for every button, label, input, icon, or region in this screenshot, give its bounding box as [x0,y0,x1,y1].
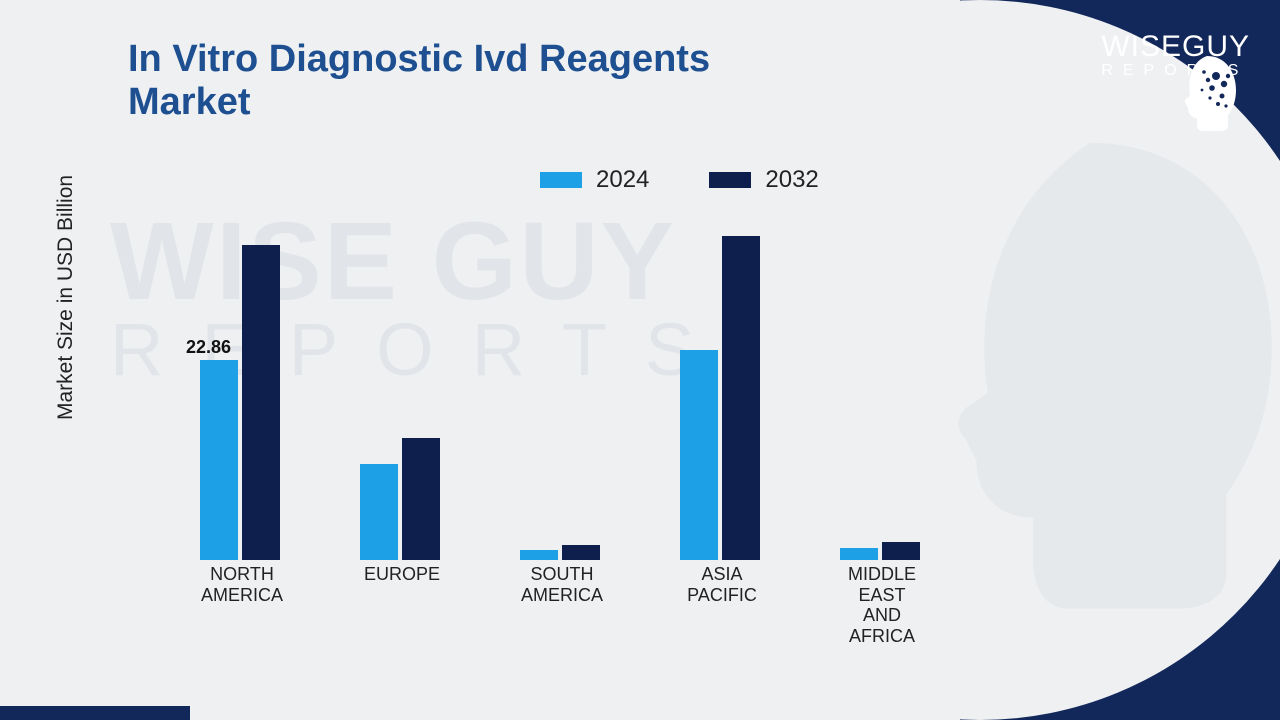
legend: 2024 2032 [540,166,819,194]
bar-2032 [562,545,600,560]
x-axis-label: NORTHAMERICA [182,564,302,605]
x-axis-label: ASIAPACIFIC [662,564,782,605]
bottom-accent-bar [0,706,190,720]
bar-2032 [722,236,760,560]
chart-area: Market Size in USD Billion 2024 2032 22.… [60,160,940,680]
bar-2032 [402,438,440,561]
bar-2024 [840,548,878,560]
plot-region: 22.86 [140,210,930,560]
chart-canvas: WISE GUY REPORTS WISEGUY REPORTS In Vitr… [0,0,1280,720]
x-axis-label: SOUTHAMERICA [502,564,622,605]
legend-item-2024: 2024 [540,166,649,194]
legend-label-2032: 2032 [765,166,818,194]
bar-2032 [882,542,920,560]
x-axis-label: MIDDLEEASTANDAFRICA [822,564,942,647]
legend-swatch-2024 [540,172,582,188]
chart-title: In Vitro Diagnostic Ivd Reagents Market [128,38,828,123]
bar-2024 [360,464,398,560]
bar-2024 [680,350,718,560]
legend-label-2024: 2024 [596,166,649,194]
legend-swatch-2032 [709,172,751,188]
brand-logo: WISEGUY REPORTS [1101,30,1250,80]
x-axis-label: EUROPE [342,564,462,585]
brand-head-icon [1172,52,1242,132]
bar-2032 [242,245,280,560]
legend-item-2032: 2032 [709,166,818,194]
bar-2024 [520,550,558,561]
brand-word-1: WISE [1101,30,1182,63]
y-axis-label: Market Size in USD Billion [54,175,78,420]
bar-2024: 22.86 [200,360,238,560]
bar-value-label: 22.86 [186,337,231,358]
